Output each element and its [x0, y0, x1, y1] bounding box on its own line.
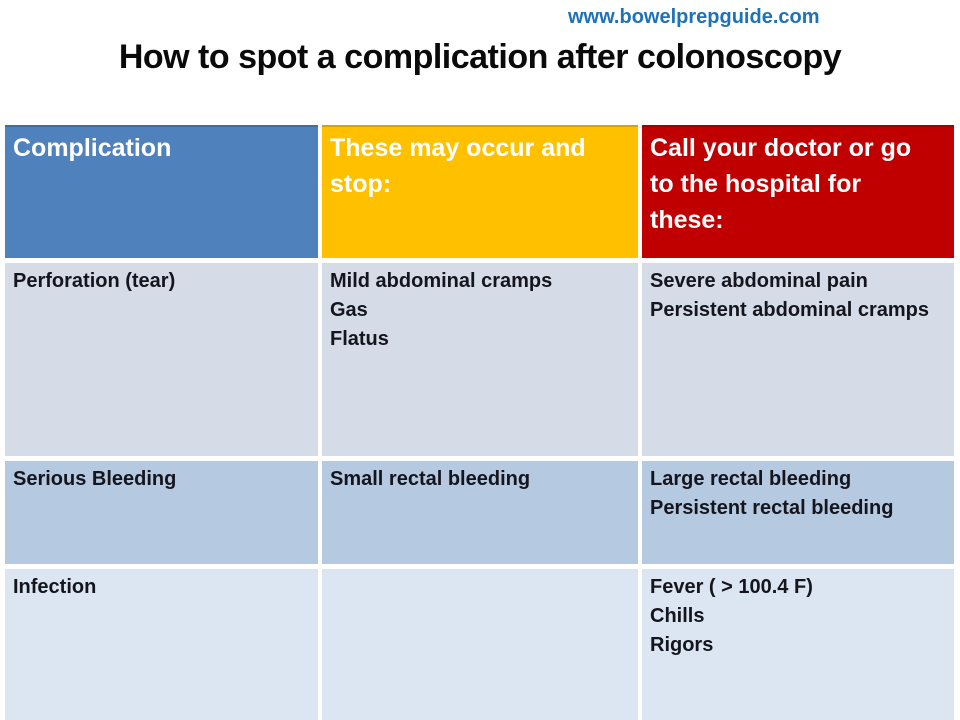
cell-text: Serious Bleeding	[13, 468, 177, 490]
website-url: www.bowelprepguide.com	[568, 6, 820, 28]
header-may-occur: These may occur and stop:	[322, 125, 638, 258]
cell-call-doctor-infection: Fever ( > 100.4 F) Chills Rigors	[642, 569, 954, 720]
cell-text: Rigors	[650, 634, 714, 656]
cell-text: Persistent abdominal cramps	[650, 299, 929, 321]
header-line: stop:	[330, 170, 392, 198]
header-line: Call your doctor or go	[650, 134, 912, 162]
header-line: Complication	[13, 134, 172, 162]
cell-may-occur-perforation: Mild abdominal cramps Gas Flatus	[322, 263, 638, 456]
cell-call-doctor-bleeding: Large rectal bleeding Persistent rectal …	[642, 461, 954, 564]
cell-text: Infection	[13, 576, 97, 598]
cell-complication-perforation: Perforation (tear)	[5, 263, 318, 456]
page-title: How to spot a complication after colonos…	[118, 38, 842, 76]
cell-text: Gas	[330, 299, 368, 321]
cell-complication-bleeding: Serious Bleeding	[5, 461, 318, 564]
cell-text: Large rectal bleeding	[650, 468, 852, 490]
cell-text: Chills	[650, 605, 705, 627]
cell-complication-infection: Infection	[5, 569, 318, 720]
header-complication: Complication	[5, 125, 318, 258]
header-call-doctor: Call your doctor or go to the hospital f…	[642, 125, 954, 258]
cell-text: Persistent rectal bleeding	[650, 497, 894, 519]
cell-text: Fever ( > 100.4 F)	[650, 576, 813, 598]
cell-text: Severe abdominal pain	[650, 270, 868, 292]
cell-text: Flatus	[330, 328, 389, 350]
cell-may-occur-infection	[322, 569, 638, 720]
cell-text: Perforation (tear)	[13, 270, 176, 292]
cell-may-occur-bleeding: Small rectal bleeding	[322, 461, 638, 564]
header-line: to the hospital for	[650, 170, 862, 198]
cell-text: Mild abdominal cramps	[330, 270, 553, 292]
header-line: These may occur and	[330, 134, 586, 162]
header-line: these:	[650, 206, 724, 234]
cell-call-doctor-perforation: Severe abdominal pain Persistent abdomin…	[642, 263, 954, 456]
complications-table: Complication These may occur and stop: C…	[5, 125, 954, 720]
cell-text: Small rectal bleeding	[330, 468, 531, 490]
